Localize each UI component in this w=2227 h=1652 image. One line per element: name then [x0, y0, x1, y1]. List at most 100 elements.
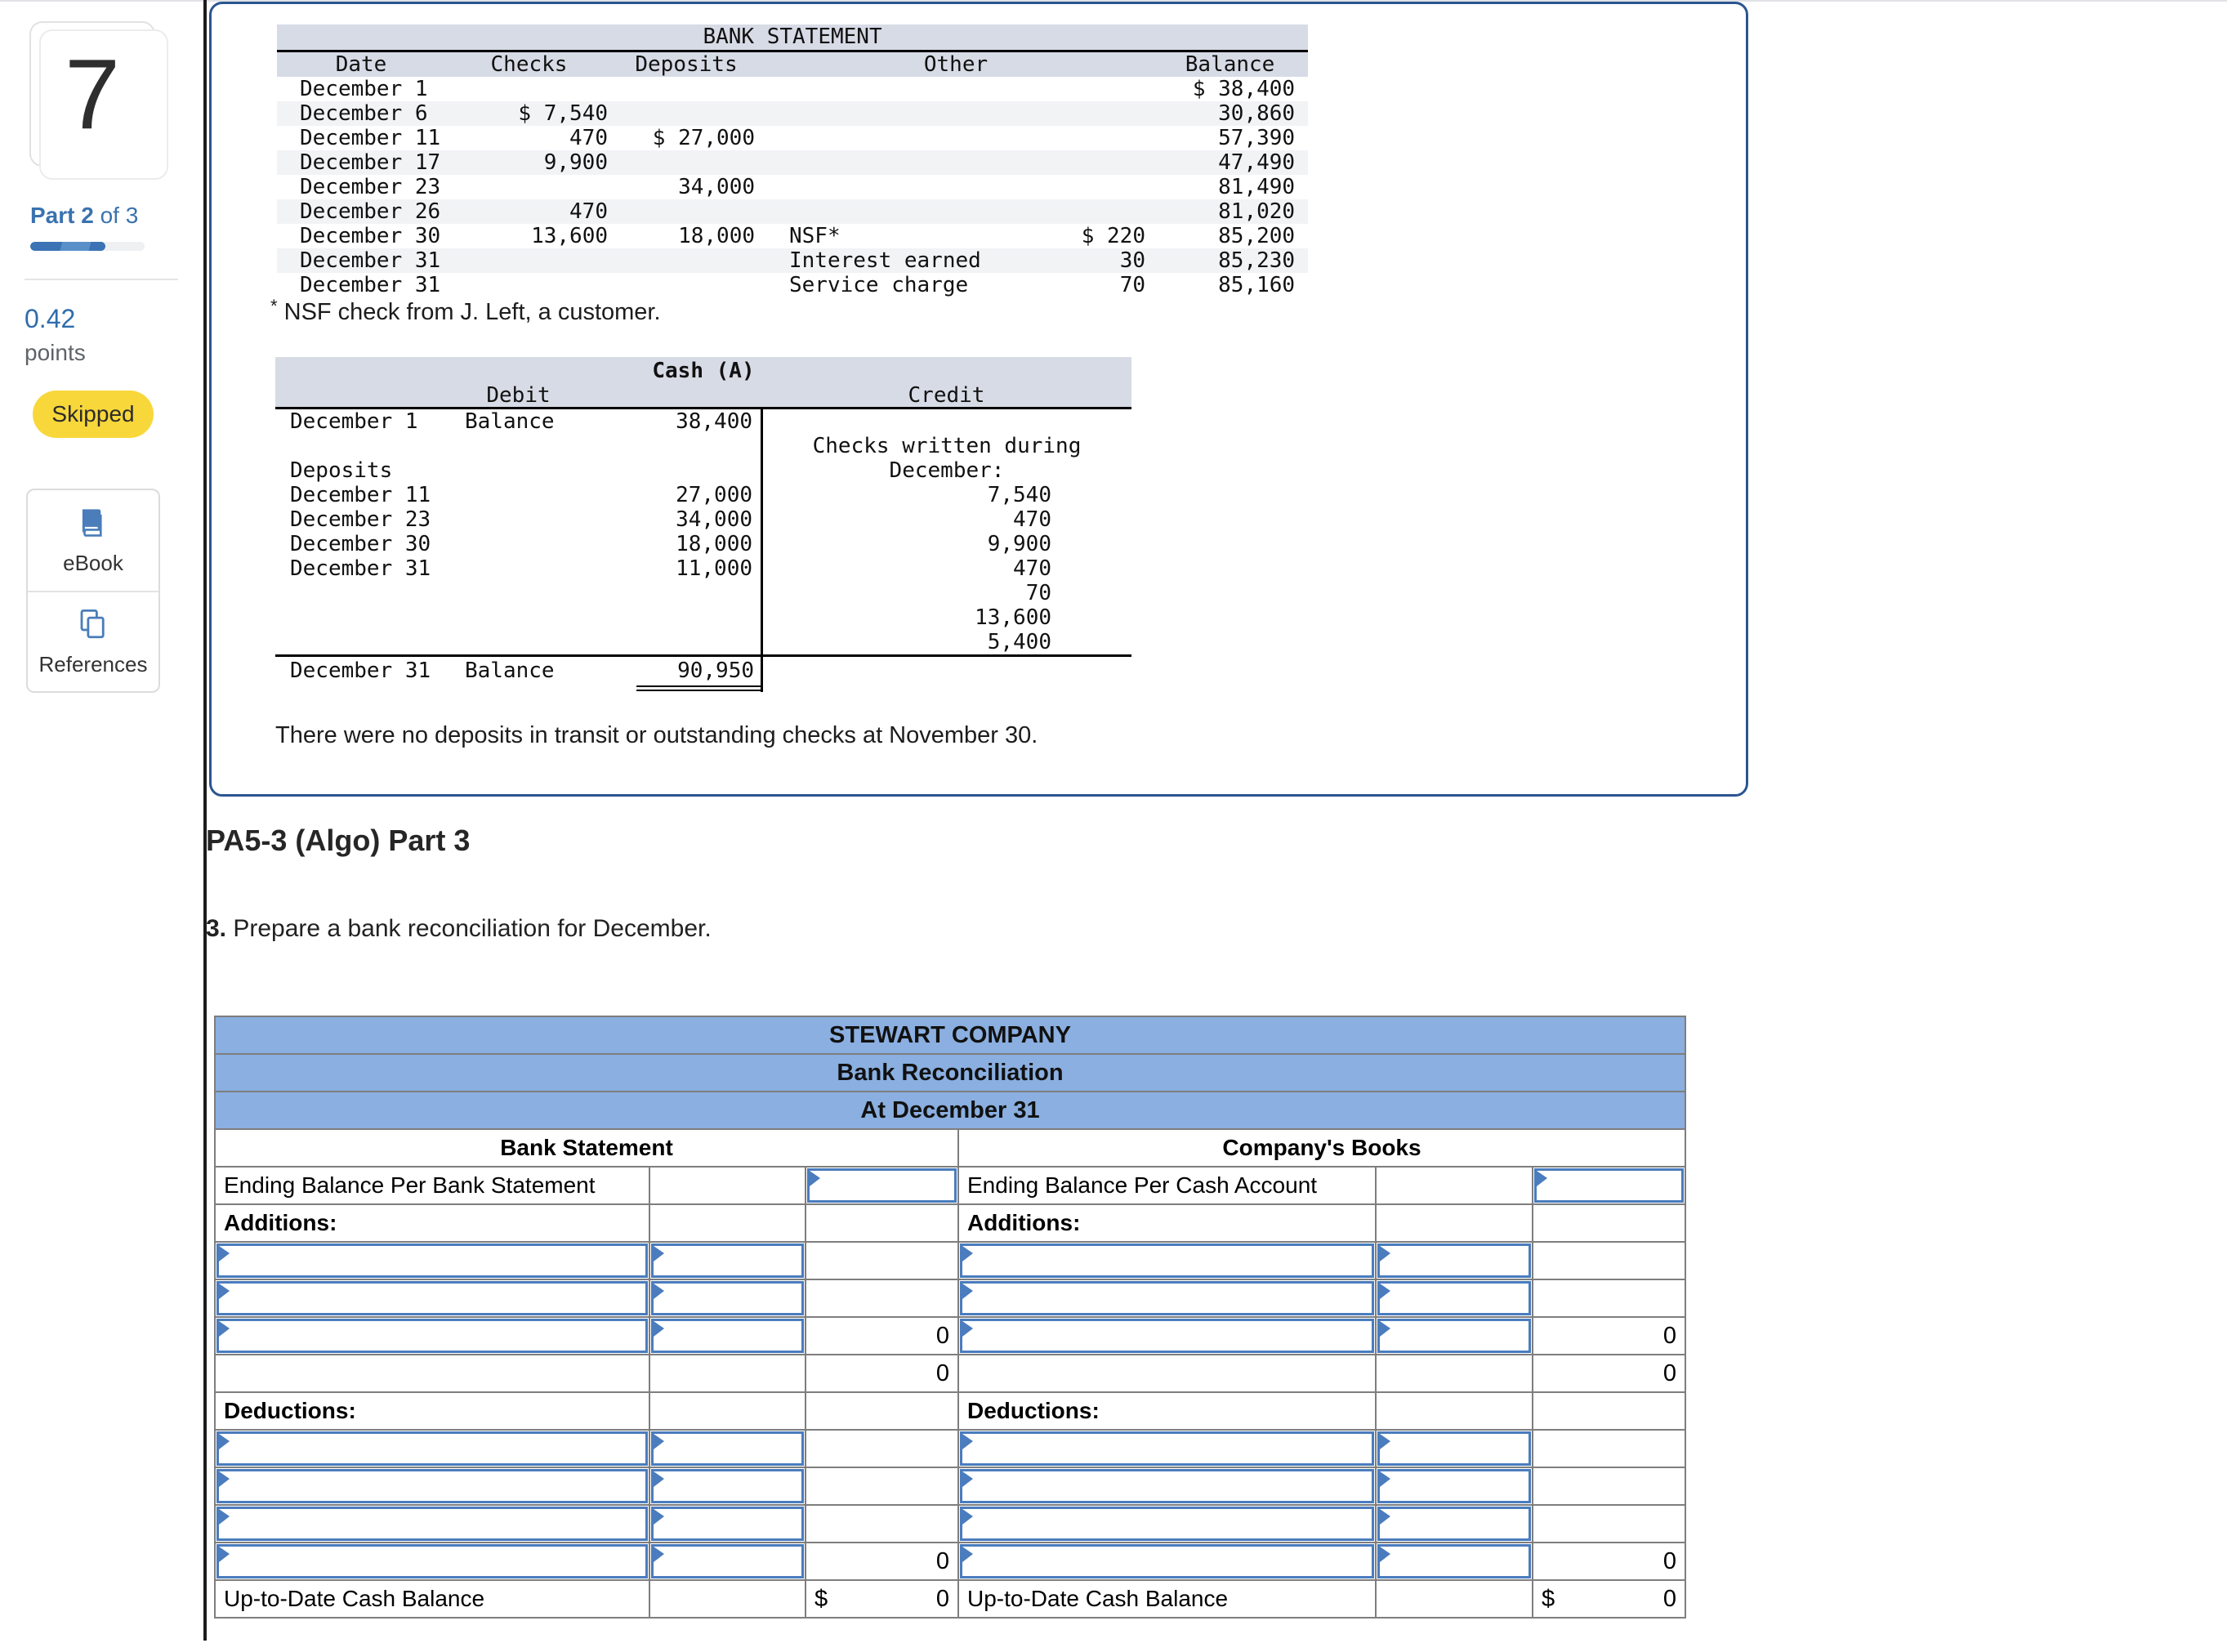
- credit-amount: 5,400: [987, 630, 1051, 654]
- bank-statement-footnote: * NSF check from J. Left, a customer.: [270, 296, 661, 326]
- left-addition-amount-input[interactable]: [651, 1281, 804, 1315]
- right-addition-amount-input[interactable]: [1377, 1281, 1531, 1315]
- cell: [649, 1467, 806, 1506]
- part-indicator-total: of 3: [93, 203, 139, 228]
- right-additions-label: Additions:: [957, 1203, 1377, 1243]
- bank-row: December 6 $ 7,540 30,860: [277, 101, 1309, 126]
- left-deduction-desc-input[interactable]: [216, 1431, 648, 1466]
- right-addition-amount-input[interactable]: [1377, 1243, 1531, 1278]
- empty-cell: [805, 1391, 959, 1431]
- cell-balance: 81,490: [1218, 175, 1296, 199]
- empty-cell: [649, 1166, 806, 1205]
- status-badge: Skipped: [33, 391, 154, 438]
- cell-other-amount: [1005, 77, 1152, 101]
- cell-other: [760, 77, 1005, 101]
- cell-checks: 13,600: [531, 224, 608, 248]
- addition-input-row: 0 0: [214, 1316, 1686, 1355]
- left-ending-balance-input[interactable]: [807, 1168, 957, 1203]
- credit-amount: 470: [1013, 507, 1051, 532]
- bank-row: December 1 $ 38,400: [277, 77, 1308, 101]
- cell: [957, 1542, 1377, 1581]
- bank-statement-table: BANK STATEMENT Date Checks Deposits Othe…: [277, 25, 1309, 297]
- right-addition-desc-input[interactable]: [960, 1243, 1374, 1278]
- cell-balance: 30,860: [1152, 101, 1309, 126]
- right-addition-desc-input[interactable]: [960, 1319, 1374, 1353]
- t-account-total-rule: [275, 654, 1131, 657]
- cell: [214, 1504, 650, 1543]
- ebook-button[interactable]: eBook: [28, 490, 158, 591]
- left-balance-cell: $ 0: [805, 1579, 959, 1619]
- uptodate-balance-row: Up-to-Date Cash Balance $ 0 Up-to-Date C…: [214, 1579, 1686, 1619]
- cell: [1375, 1429, 1533, 1468]
- left-deductions-total: 0: [805, 1542, 959, 1581]
- col-header-date: Date: [277, 51, 445, 77]
- cell-other-amount: [1005, 126, 1152, 150]
- cell-date: December 26: [277, 199, 445, 224]
- cell: [214, 1467, 650, 1506]
- cell-date: December 31: [300, 273, 441, 297]
- cell: [805, 1166, 959, 1205]
- left-addition-desc-input[interactable]: [216, 1281, 648, 1315]
- col-header-other: Other: [760, 51, 1152, 77]
- empty-cell: [805, 1279, 959, 1318]
- ebook-label: eBook: [63, 550, 123, 575]
- left-deduction-amount-input[interactable]: [651, 1431, 804, 1466]
- cell-date: December 6: [277, 101, 445, 126]
- right-deduction-desc-input[interactable]: [960, 1544, 1374, 1578]
- right-addition-amount-input[interactable]: [1377, 1319, 1531, 1353]
- empty-cell: [805, 1429, 959, 1468]
- left-additions-label: Additions:: [214, 1203, 650, 1243]
- col-header-balance: Balance: [1152, 51, 1309, 77]
- cell: [1375, 1542, 1533, 1581]
- left-addition-desc-input[interactable]: [216, 1319, 648, 1353]
- right-addition-desc-input[interactable]: [960, 1281, 1374, 1315]
- entry-amount: 38,400: [676, 409, 752, 434]
- subtotal-row: 0 0: [214, 1354, 1686, 1393]
- cell-other-amount: [1005, 175, 1152, 199]
- left-deduction-amount-input[interactable]: [651, 1469, 804, 1503]
- footnote-text: NSF check from J. Left, a customer.: [277, 299, 661, 325]
- credit-heading-line1: Checks written during: [812, 434, 1082, 458]
- cell-checks: [445, 273, 613, 297]
- right-deduction-amount-input[interactable]: [1377, 1507, 1531, 1541]
- right-ending-balance-input[interactable]: [1534, 1168, 1684, 1203]
- left-deduction-amount-input[interactable]: [651, 1544, 804, 1578]
- cash-t-account: Cash (A) Debit Credit December 1 Balance…: [275, 357, 1131, 692]
- cell: [957, 1241, 1377, 1280]
- left-section-header: Bank Statement: [214, 1128, 959, 1168]
- cell-deposits: [613, 150, 760, 175]
- cell: [214, 1279, 650, 1318]
- left-addition-amount-input[interactable]: [651, 1243, 804, 1278]
- right-deduction-amount-input[interactable]: [1377, 1431, 1531, 1466]
- t-account-header: Cash (A) Debit Credit: [275, 357, 1131, 409]
- cell-balance: $ 38,400: [1192, 77, 1296, 101]
- right-balance-cell: $ 0: [1532, 1579, 1686, 1619]
- left-deduction-desc-input[interactable]: [216, 1469, 648, 1503]
- right-deduction-amount-input[interactable]: [1377, 1469, 1531, 1503]
- right-deduction-desc-input[interactable]: [960, 1469, 1374, 1503]
- cell-deposits: 18,000: [678, 224, 755, 248]
- left-deduction-amount-input[interactable]: [651, 1507, 804, 1541]
- right-deduction-desc-input[interactable]: [960, 1507, 1374, 1541]
- cell: [1375, 1316, 1533, 1355]
- left-addition-amount-input[interactable]: [651, 1319, 804, 1353]
- cell: [649, 1504, 806, 1543]
- right-deduction-amount-input[interactable]: [1377, 1544, 1531, 1578]
- left-balance-value: 0: [935, 1585, 949, 1612]
- empty-cell: [1532, 1504, 1686, 1543]
- right-deduction-desc-input[interactable]: [960, 1431, 1374, 1466]
- cell-deposits: $ 27,000: [652, 126, 755, 150]
- left-addition-desc-input[interactable]: [216, 1243, 648, 1278]
- cell-checks: $ 7,540: [445, 101, 613, 126]
- t-account-divider: [761, 409, 763, 692]
- closing-label: Balance: [465, 658, 555, 683]
- cell-other: [760, 150, 1005, 175]
- right-balance-value: 0: [1662, 1585, 1676, 1612]
- cell-other-amount: 70: [1119, 273, 1145, 297]
- left-deduction-desc-input[interactable]: [216, 1507, 648, 1541]
- left-deduction-desc-input[interactable]: [216, 1544, 648, 1578]
- empty-cell: [1375, 1391, 1533, 1431]
- references-button[interactable]: References: [28, 591, 158, 691]
- company-title: STEWART COMPANY: [214, 1016, 1686, 1055]
